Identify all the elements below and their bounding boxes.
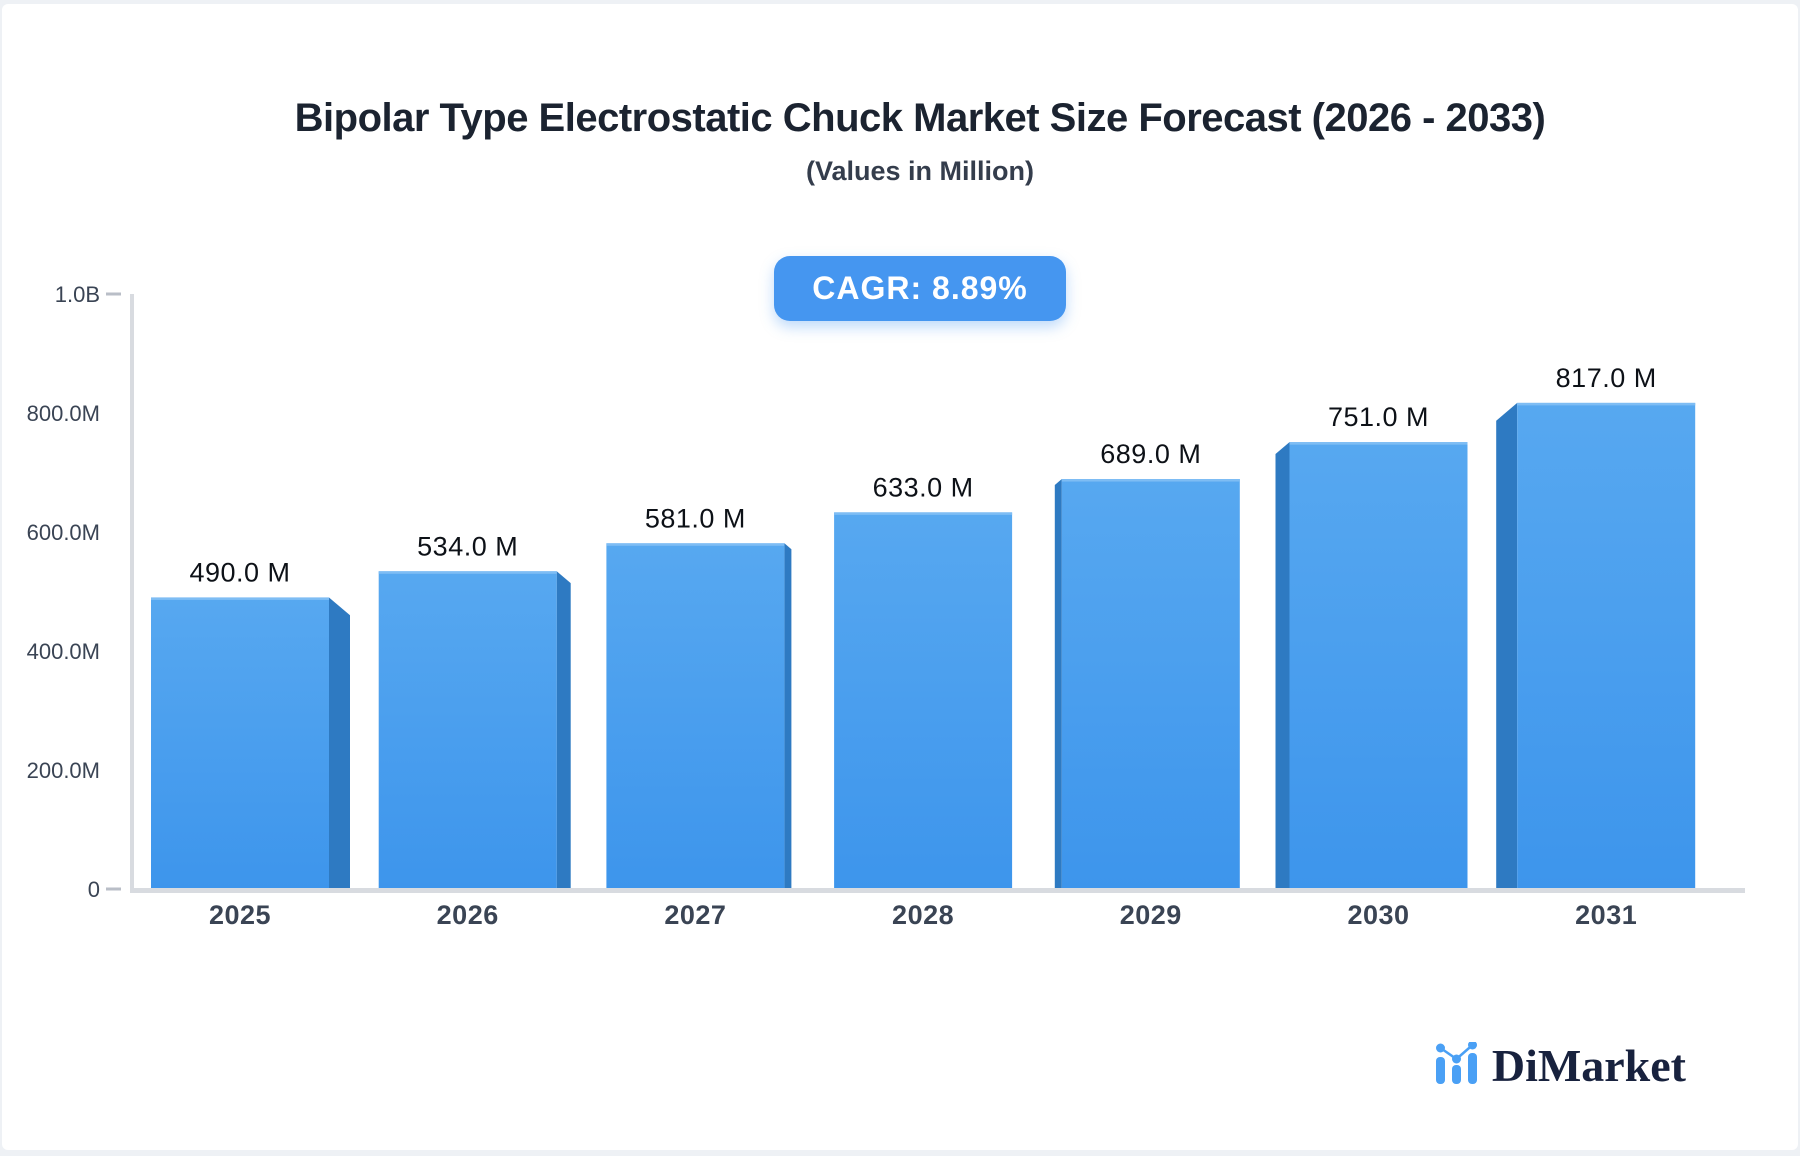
value-label-2029: 689.0 M xyxy=(1100,439,1201,469)
y-axis-line xyxy=(130,294,134,891)
chart-card: Bipolar Type Electrostatic Chuck Market … xyxy=(2,4,1798,1150)
bar-2030 xyxy=(1289,442,1468,889)
bar-2028 xyxy=(834,512,1013,889)
bar-2026 xyxy=(378,571,557,889)
bar-top-edge xyxy=(1061,479,1240,482)
bar-top-edge xyxy=(834,512,1013,515)
x-tick-label-2029: 2029 xyxy=(1120,900,1182,930)
value-label-2030: 751.0 M xyxy=(1328,402,1429,432)
chart-header: Bipolar Type Electrostatic Chuck Market … xyxy=(42,96,1798,187)
x-tick-label-2031: 2031 xyxy=(1575,900,1637,930)
bar-side-2029 xyxy=(1054,479,1062,889)
y-tick-label: 1.0B xyxy=(55,282,100,307)
y-tick-label: 0 xyxy=(88,877,100,902)
y-tick-label: 800.0M xyxy=(27,401,100,426)
bar-side-2027 xyxy=(784,543,792,889)
x-tick-label-2026: 2026 xyxy=(437,900,499,930)
bar-side-2025 xyxy=(329,597,350,889)
y-tick-label: 200.0M xyxy=(27,758,100,783)
value-label-2031: 817.0 M xyxy=(1556,363,1657,393)
x-tick-label-2027: 2027 xyxy=(664,900,726,930)
page-subtitle: (Values in Million) xyxy=(805,156,1035,186)
y-tick-label: 600.0M xyxy=(27,520,100,545)
bar-top-edge xyxy=(151,597,329,600)
value-label-2026: 534.0 M xyxy=(417,531,518,561)
x-tick-label-2025: 2025 xyxy=(209,900,271,930)
bar-2029 xyxy=(1061,479,1240,889)
value-label-2028: 633.0 M xyxy=(873,472,974,502)
bar-chart: 1.0B 800.0M 600.0M 400.0M 200.0M 0 490.0 M 2025… xyxy=(27,282,1745,930)
brand-watermark: DiMarket xyxy=(1434,1039,1686,1091)
bar-2025 xyxy=(151,597,329,889)
bar-top-edge xyxy=(378,571,557,574)
badge-row: CAGR: 8.89% xyxy=(42,256,1798,321)
x-tick-label-2028: 2028 xyxy=(892,900,954,930)
bar-side-2026 xyxy=(556,571,571,889)
y-axis-tick xyxy=(106,292,121,296)
value-label-2027: 581.0 M xyxy=(645,503,746,533)
bar-top-edge xyxy=(1517,402,1696,406)
bar-side-2031 xyxy=(1496,402,1518,889)
y-tick-label: 400.0M xyxy=(27,639,100,664)
bar-2027 xyxy=(606,543,785,889)
value-label-2025: 490.0 M xyxy=(189,557,290,587)
bar-top-edge xyxy=(606,543,785,546)
bar-side-2030 xyxy=(1275,442,1290,889)
brand-name: DiMarket xyxy=(1491,1039,1686,1091)
mini-bar-chart-icon xyxy=(1434,1040,1480,1089)
x-axis-line xyxy=(130,888,1745,893)
cagr-badge: CAGR: 8.89% xyxy=(774,256,1066,321)
y-axis-tick xyxy=(106,887,121,891)
page-title: Bipolar Type Electrostatic Chuck Market … xyxy=(294,96,1546,140)
bar-top-edge xyxy=(1289,442,1468,445)
bar-2031 xyxy=(1517,402,1696,889)
x-tick-label-2030: 2030 xyxy=(1347,900,1409,930)
